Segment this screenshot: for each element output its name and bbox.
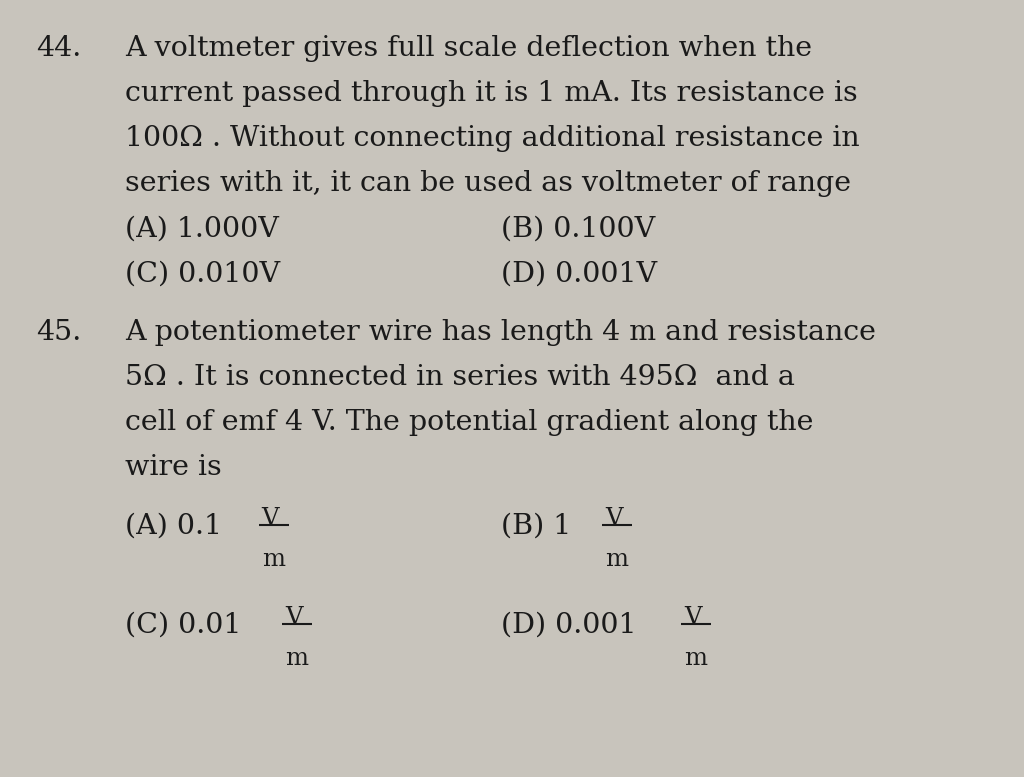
Text: V: V <box>262 507 280 530</box>
Text: current passed through it is 1 mA. Its resistance is: current passed through it is 1 mA. Its r… <box>125 80 858 107</box>
Text: V: V <box>605 507 623 530</box>
Text: (A) 1.000V: (A) 1.000V <box>125 215 280 242</box>
Text: (B) 1: (B) 1 <box>501 513 581 540</box>
Text: (C) 0.010V: (C) 0.010V <box>125 260 281 287</box>
Text: 100Ω . Without connecting additional resistance in: 100Ω . Without connecting additional res… <box>125 125 860 152</box>
Text: V: V <box>684 606 701 629</box>
Text: (A) 0.1: (A) 0.1 <box>125 513 231 540</box>
Text: A potentiometer wire has length 4 m and resistance: A potentiometer wire has length 4 m and … <box>125 319 877 346</box>
Text: 44.: 44. <box>37 35 82 62</box>
Text: 5Ω . It is connected in series with 495Ω  and a: 5Ω . It is connected in series with 495Ω… <box>125 364 795 391</box>
Text: V: V <box>285 606 303 629</box>
Text: (D) 0.001: (D) 0.001 <box>501 611 645 639</box>
Text: A voltmeter gives full scale deflection when the: A voltmeter gives full scale deflection … <box>125 35 812 62</box>
Text: m: m <box>262 548 285 571</box>
Text: m: m <box>285 647 308 670</box>
Text: wire is: wire is <box>125 454 222 481</box>
Text: series with it, it can be used as voltmeter of range: series with it, it can be used as voltme… <box>125 170 851 197</box>
Text: cell of emf 4 V. The potential gradient along the: cell of emf 4 V. The potential gradient … <box>125 409 814 436</box>
Text: (C) 0.01: (C) 0.01 <box>125 611 251 639</box>
Text: m: m <box>605 548 628 571</box>
Text: m: m <box>684 647 708 670</box>
Text: 45.: 45. <box>37 319 82 346</box>
Text: (B) 0.100V: (B) 0.100V <box>501 215 655 242</box>
Text: (D) 0.001V: (D) 0.001V <box>501 260 657 287</box>
